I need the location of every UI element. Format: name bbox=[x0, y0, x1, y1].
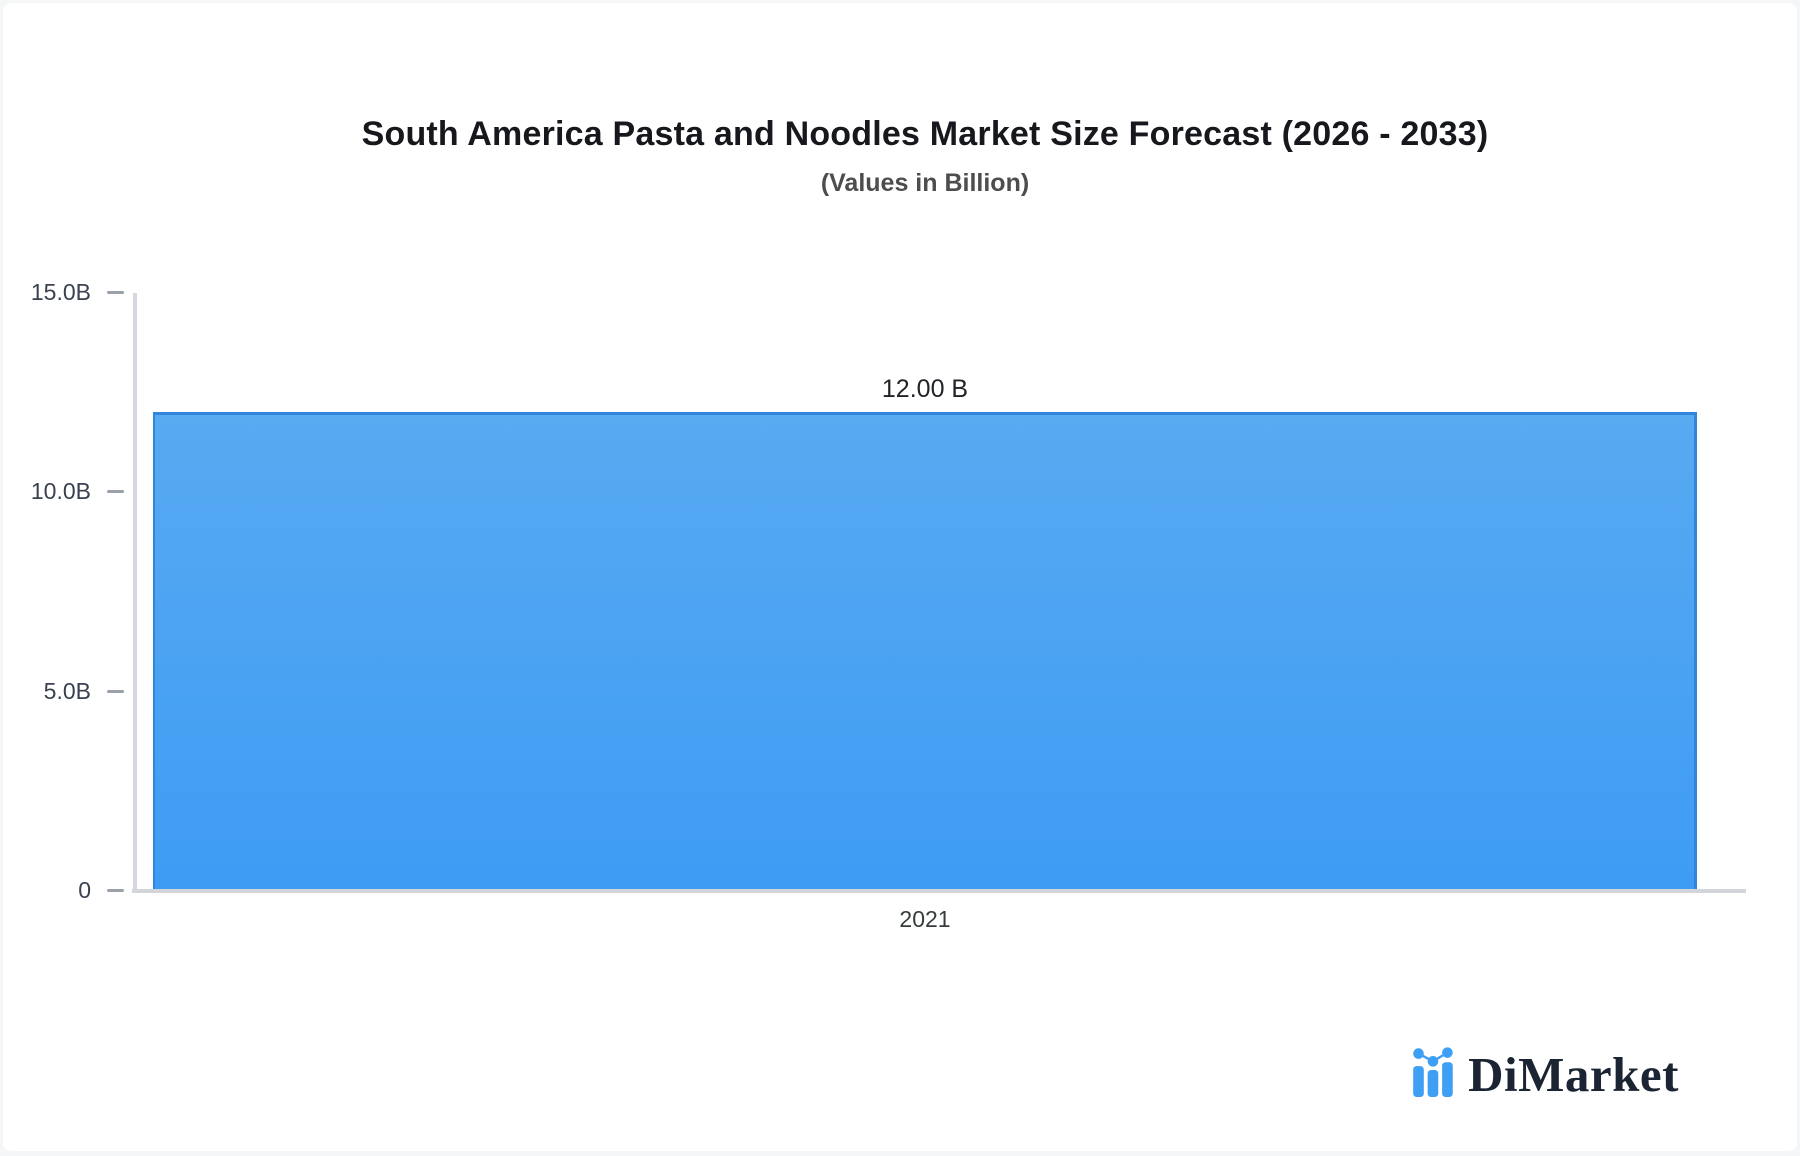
chart-title: South America Pasta and Noodles Market S… bbox=[361, 115, 1489, 153]
chart-card: South America Pasta and Noodles Market S… bbox=[3, 3, 1797, 1151]
chart-subtitle: (Values in Billion) bbox=[820, 169, 1030, 197]
x-axis-category-label: 2021 bbox=[899, 906, 951, 932]
y-tick-label: 15.0B bbox=[30, 279, 91, 305]
y-tick-label: 10.0B bbox=[30, 478, 91, 505]
y-tick-label: 5.0B bbox=[43, 677, 91, 704]
y-tick-mark bbox=[107, 689, 124, 693]
y-tick-mark bbox=[107, 291, 124, 294]
x-axis-line bbox=[132, 889, 1746, 893]
bar-value-label: 12.00 B bbox=[881, 374, 969, 403]
y-tick-mark bbox=[107, 889, 124, 892]
y-tick-label: 0 bbox=[78, 877, 91, 903]
y-axis-line bbox=[133, 293, 137, 893]
y-tick-mark bbox=[107, 490, 124, 494]
logo-text: DiMarket bbox=[1468, 1046, 1679, 1102]
bar-2021[interactable] bbox=[153, 411, 1697, 889]
bar-chart-icon bbox=[1413, 1047, 1453, 1097]
dimarket-logo: DiMarket bbox=[1409, 1043, 1679, 1102]
